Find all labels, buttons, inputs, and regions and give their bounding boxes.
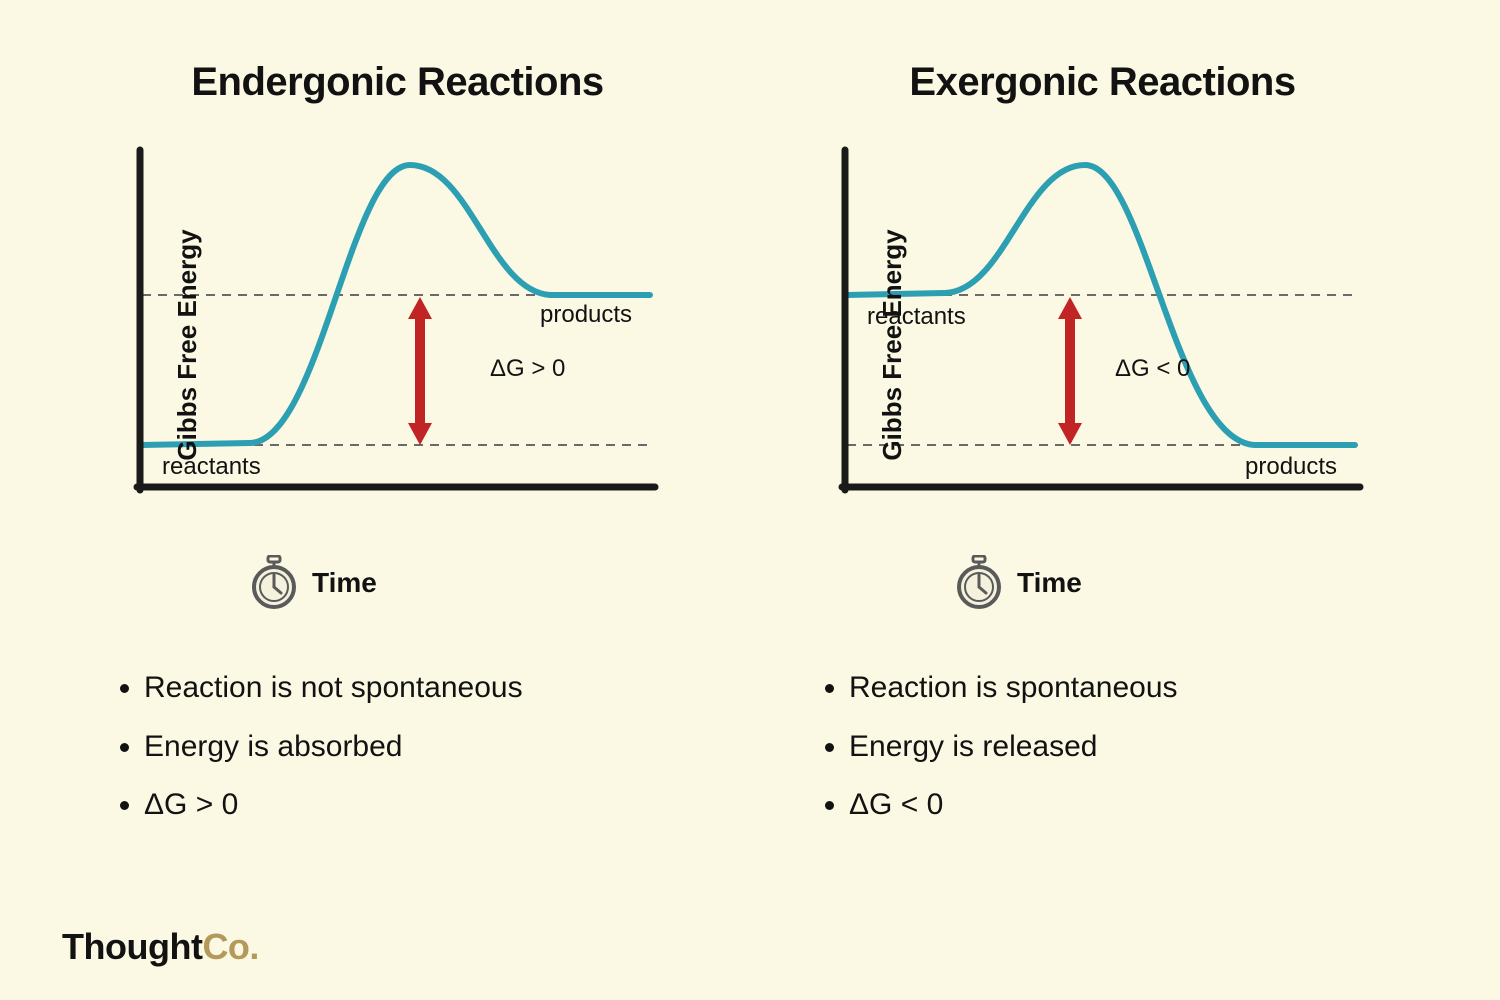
logo-part2: Co.: [202, 926, 259, 967]
exergonic-chart: Gibbs Free Energy reactants ΔG < 0 produ…: [795, 145, 1365, 545]
bullet-item: Reaction is not spontaneous: [144, 659, 705, 718]
exergonic-title: Exergonic Reactions: [795, 60, 1410, 105]
bullet-item: Energy is released: [849, 718, 1410, 777]
x-axis-row: Time: [250, 555, 705, 611]
delta-g-label: ΔG > 0: [490, 355, 565, 383]
bullet-item: Reaction is spontaneous: [849, 659, 1410, 718]
logo-part1: Thought: [62, 926, 202, 967]
arrow-head-down: [1058, 423, 1082, 445]
endergonic-panel: Endergonic Reactions Gibbs Free Energy p…: [90, 60, 705, 835]
y-axis-label: Gibbs Free Energy: [877, 229, 908, 460]
bullet-item: ΔG > 0: [144, 776, 705, 835]
bullet-item: ΔG < 0: [849, 776, 1410, 835]
arrow-head-up: [1058, 297, 1082, 319]
panels-container: Endergonic Reactions Gibbs Free Energy p…: [0, 0, 1500, 835]
x-axis-label: Time: [1017, 567, 1082, 599]
delta-g-label: ΔG < 0: [1115, 355, 1190, 383]
endergonic-chart: Gibbs Free Energy products ΔG > 0 reacta…: [90, 145, 660, 545]
exergonic-panel: Exergonic Reactions Gibbs Free Energy re…: [795, 60, 1410, 835]
endergonic-title: Endergonic Reactions: [90, 60, 705, 105]
reactants-label: reactants: [867, 303, 966, 331]
products-label: products: [540, 301, 632, 329]
y-axis-label: Gibbs Free Energy: [172, 229, 203, 460]
arrow-head-up: [408, 297, 432, 319]
thoughtco-logo: ThoughtCo.: [62, 926, 259, 968]
reactants-label: reactants: [162, 453, 261, 481]
stopwatch-icon: [955, 555, 1003, 611]
arrow-head-down: [408, 423, 432, 445]
stopwatch-icon: [250, 555, 298, 611]
endergonic-bullets: Reaction is not spontaneous Energy is ab…: [116, 659, 705, 835]
products-label: products: [1245, 453, 1337, 481]
x-axis-label: Time: [312, 567, 377, 599]
exergonic-bullets: Reaction is spontaneous Energy is releas…: [821, 659, 1410, 835]
x-axis-row: Time: [955, 555, 1410, 611]
bullet-item: Energy is absorbed: [144, 718, 705, 777]
